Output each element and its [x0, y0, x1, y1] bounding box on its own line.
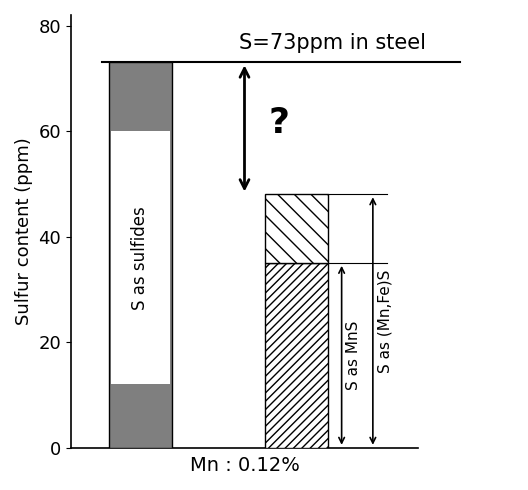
- Text: S as sulfides: S as sulfides: [131, 206, 149, 310]
- X-axis label: Mn : 0.12%: Mn : 0.12%: [190, 456, 299, 475]
- Bar: [109, 63, 172, 448]
- Y-axis label: Sulfur content (ppm): Sulfur content (ppm): [15, 138, 33, 325]
- Text: S as (Mn,Fe)S: S as (Mn,Fe)S: [377, 270, 392, 373]
- Bar: [265, 195, 328, 263]
- Text: ?: ?: [269, 106, 290, 140]
- Bar: [265, 263, 328, 448]
- Text: S=73ppm in steel: S=73ppm in steel: [240, 33, 427, 53]
- Text: S as MnS: S as MnS: [346, 320, 361, 390]
- Bar: [111, 131, 170, 384]
